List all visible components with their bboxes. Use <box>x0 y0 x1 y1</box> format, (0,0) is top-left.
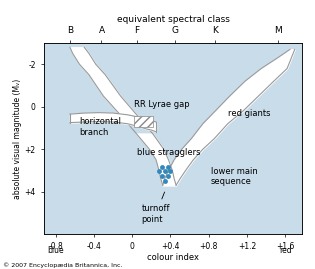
Text: © 2007 Encyclopædia Britannica, Inc.: © 2007 Encyclopædia Britannica, Inc. <box>3 263 123 268</box>
X-axis label: colour index: colour index <box>147 253 199 262</box>
Bar <box>134 116 153 127</box>
X-axis label: equivalent spectral class: equivalent spectral class <box>117 15 230 24</box>
Text: turnoff
point: turnoff point <box>142 192 170 224</box>
Text: blue stragglers: blue stragglers <box>137 148 200 157</box>
Text: RR Lyrae gap: RR Lyrae gap <box>134 100 190 109</box>
Text: horizontal
branch: horizontal branch <box>79 117 122 137</box>
Text: blue: blue <box>47 246 64 255</box>
Text: red: red <box>279 246 291 255</box>
Y-axis label: absolute visual magnitude (Mᵥ): absolute visual magnitude (Mᵥ) <box>13 78 22 199</box>
Text: lower main
sequence: lower main sequence <box>210 167 257 186</box>
Text: red giants: red giants <box>228 109 270 118</box>
